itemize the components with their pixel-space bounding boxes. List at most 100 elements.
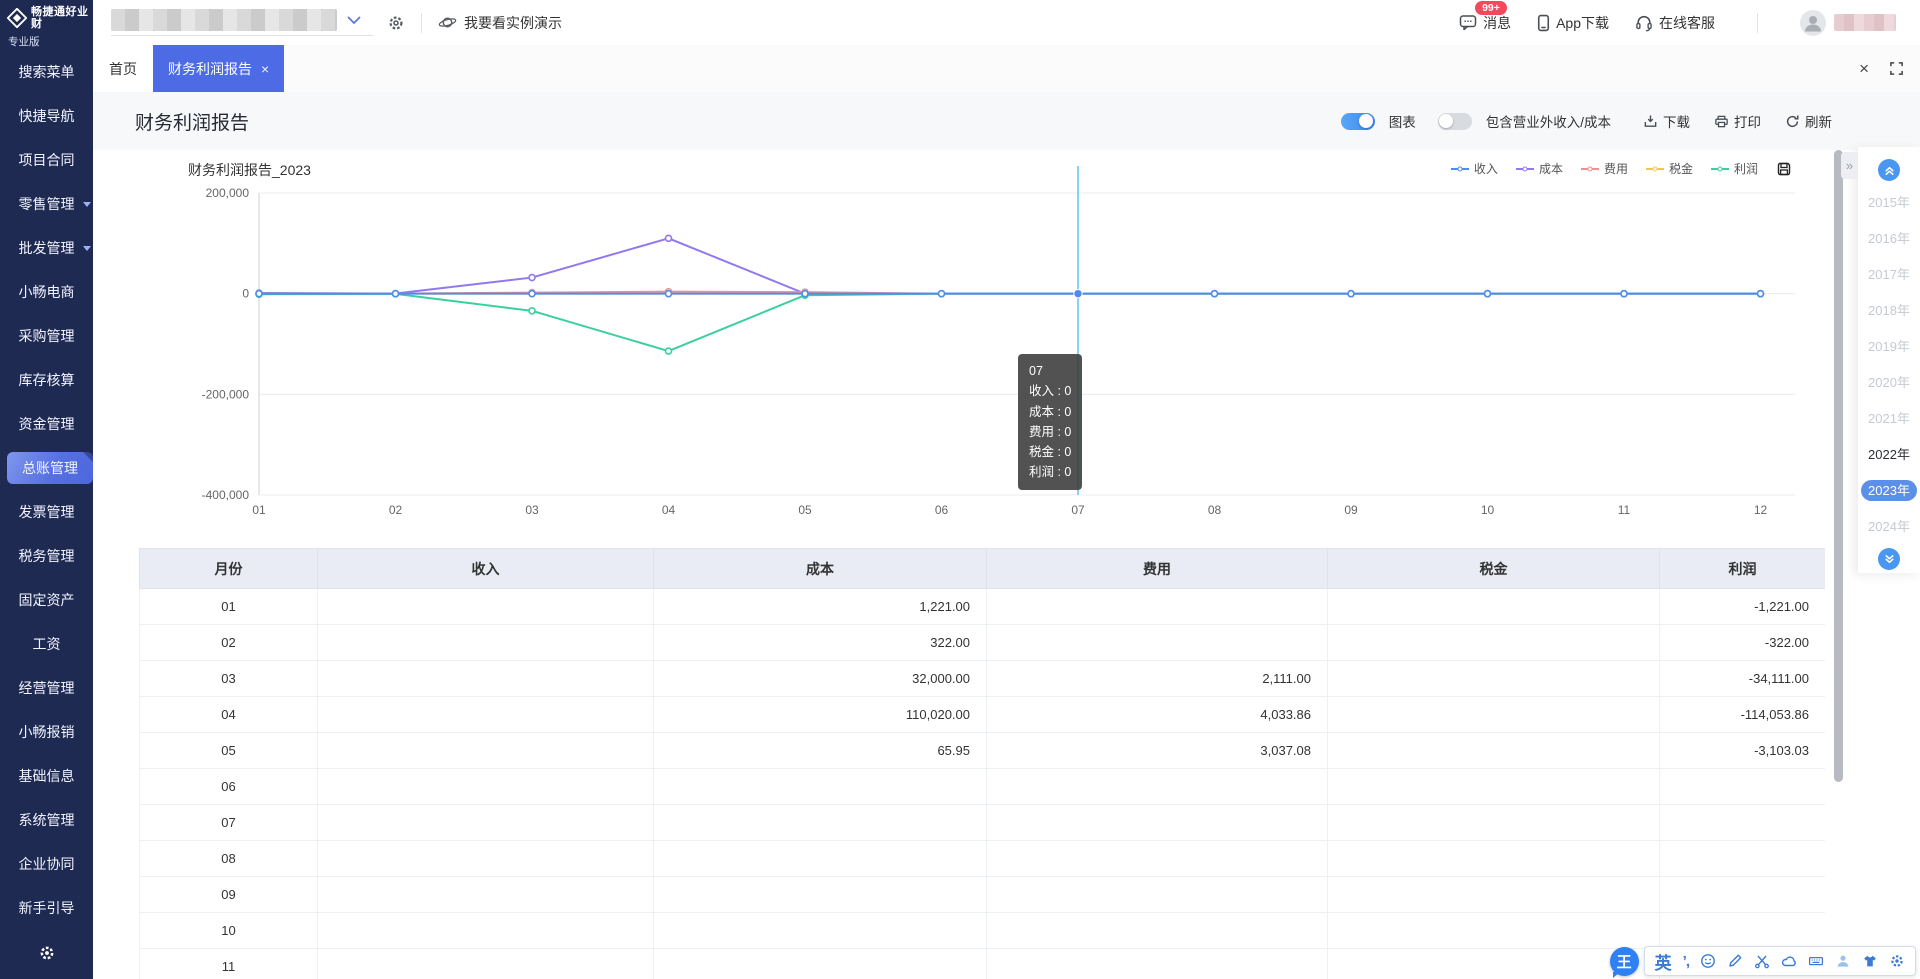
app-download-button[interactable]: App下载 [1537, 13, 1609, 33]
support-button[interactable]: 在线客服 [1635, 13, 1715, 33]
sidebar-item-经营管理[interactable]: 经营管理 [0, 666, 93, 710]
sidebar-item-项目合同[interactable]: 项目合同 [0, 138, 93, 182]
month-cell: 11 [139, 948, 318, 979]
sidebar-item-新手引导[interactable]: 新手引导 [0, 886, 93, 930]
legend-item-税金[interactable]: 税金 [1645, 160, 1693, 177]
table-row[interactable]: 03 32,000.00 2,111.00 -34,111.00 [139, 660, 1825, 697]
demo-label: 我要看实例演示 [464, 14, 562, 31]
sidebar-item-发票管理[interactable]: 发票管理 [0, 490, 93, 534]
sidebar-settings-button[interactable] [0, 944, 93, 967]
legend-item-收入[interactable]: 收入 [1450, 160, 1498, 177]
sidebar-item-搜索菜单[interactable]: 搜索菜单 [0, 50, 93, 94]
company-selector[interactable] [111, 9, 373, 36]
messages-button[interactable]: 消息 99+ [1459, 0, 1511, 33]
sidebar-item-企业协同[interactable]: 企业协同 [0, 842, 93, 886]
close-icon[interactable]: × [1859, 59, 1869, 78]
sidebar-item-税务管理[interactable]: 税务管理 [0, 534, 93, 578]
sidebar-item-库存核算[interactable]: 库存核算 [0, 358, 93, 402]
sidebar-item-小畅报销[interactable]: 小畅报销 [0, 710, 93, 754]
sidebar-item-总账管理[interactable]: 总账管理 [7, 452, 93, 484]
year-item-2024年[interactable]: 2024年 [1868, 519, 1910, 534]
sidebar-item-工资[interactable]: 工资 [0, 622, 93, 666]
download-button[interactable]: 下载 [1643, 111, 1690, 131]
svg-text:08: 08 [1208, 503, 1222, 517]
year-item-2022年[interactable]: 2022年 [1868, 447, 1910, 462]
person-icon[interactable] [1835, 953, 1851, 969]
scroll-years-up-button[interactable] [1858, 155, 1920, 185]
scroll-years-down-button[interactable] [1858, 545, 1920, 573]
demo-link[interactable]: 我要看实例演示 [438, 13, 562, 33]
year-item-2021年[interactable]: 2021年 [1868, 411, 1910, 426]
year-item-2023年[interactable]: 2023年 [1858, 473, 1920, 509]
value-cell [317, 948, 654, 979]
sidebar-item-快捷导航[interactable]: 快捷导航 [0, 94, 93, 138]
user-account[interactable] [1800, 9, 1896, 36]
pencil-icon[interactable] [1727, 953, 1743, 969]
include-nonoperating-toggle[interactable] [1437, 112, 1472, 130]
scrollbar-thumb[interactable] [1834, 150, 1843, 782]
close-tab-icon[interactable]: × [261, 60, 270, 77]
collapse-year-panel-icon[interactable]: » [1841, 152, 1858, 179]
printer-icon [1714, 114, 1729, 129]
value-cell [317, 624, 654, 661]
table-row[interactable]: 04 110,020.00 4,033.86 -114,053.86 [139, 696, 1825, 733]
vertical-scrollbar[interactable] [1834, 150, 1843, 979]
year-item-2019年[interactable]: 2019年 [1868, 339, 1910, 354]
sidebar-item-采购管理[interactable]: 采购管理 [0, 314, 93, 358]
scissors-icon[interactable] [1754, 953, 1770, 969]
sidebar-item-批发管理[interactable]: 批发管理 [0, 226, 93, 270]
year-panel: 2015年 2016年 2017年 2018年 2019年 2020年 2021年 2022年… [1858, 147, 1920, 573]
table-row[interactable]: 01 1,221.00 -1,221.00 [139, 588, 1825, 625]
year-item-2017年[interactable]: 2017年 [1868, 267, 1910, 282]
sidebar-item-label: 批发管理 [18, 240, 75, 256]
shirt-icon[interactable] [1862, 953, 1878, 969]
gear-icon[interactable] [1889, 953, 1905, 969]
smiley-icon[interactable] [1700, 953, 1716, 969]
legend-item-费用[interactable]: 费用 [1580, 160, 1628, 177]
table-row[interactable]: 06 [139, 768, 1825, 805]
quote-icon[interactable]: ’, [1682, 952, 1690, 970]
table-row[interactable]: 08 [139, 840, 1825, 877]
ime-mode-toggle[interactable]: 英 [1654, 953, 1672, 973]
ime-bar: 英 ’, [1643, 946, 1916, 976]
table-row[interactable]: 09 [139, 876, 1825, 913]
sidebar-item-小畅电商[interactable]: 小畅电商 [0, 270, 93, 314]
svg-text:02: 02 [389, 503, 403, 517]
sidebar-item-固定资产[interactable]: 固定资产 [0, 578, 93, 622]
ime-badge[interactable]: 王 [1609, 946, 1639, 978]
sidebar-item-系统管理[interactable]: 系统管理 [0, 798, 93, 842]
year-item-2020年[interactable]: 2020年 [1868, 375, 1910, 390]
table-row[interactable]: 10 [139, 912, 1825, 949]
svg-text:03: 03 [525, 503, 539, 517]
tab-financial-profit-report[interactable]: 财务利润报告 × [153, 45, 285, 92]
year-item-2015年[interactable]: 2015年 [1868, 195, 1910, 210]
sidebar-item-label: 搜索菜单 [18, 64, 75, 80]
sidebar-item-基础信息[interactable]: 基础信息 [0, 754, 93, 798]
logo-subtitle: 专业版 [8, 36, 40, 49]
keyboard-icon[interactable] [1808, 953, 1824, 969]
table-row[interactable]: 02 322.00 -322.00 [139, 624, 1825, 661]
month-cell: 01 [139, 588, 318, 625]
save-icon[interactable] [1776, 161, 1792, 177]
download-icon [1643, 114, 1658, 129]
svg-text:04: 04 [662, 503, 676, 517]
refresh-button[interactable]: 刷新 [1785, 111, 1832, 131]
table-row[interactable]: 07 [139, 804, 1825, 841]
cloud-icon[interactable] [1781, 953, 1797, 969]
print-label: 打印 [1734, 115, 1761, 130]
legend-item-成本[interactable]: 成本 [1515, 160, 1563, 177]
year-item-2016年[interactable]: 2016年 [1868, 231, 1910, 246]
year-item-2018年[interactable]: 2018年 [1868, 303, 1910, 318]
avatar [1800, 9, 1826, 36]
chart-toggle[interactable] [1340, 112, 1375, 130]
print-button[interactable]: 打印 [1714, 111, 1761, 131]
sidebar-item-资金管理[interactable]: 资金管理 [0, 402, 93, 446]
legend-item-利润[interactable]: 利润 [1710, 160, 1758, 177]
table-row[interactable]: 11 [139, 948, 1825, 979]
sidebar-item-零售管理[interactable]: 零售管理 [0, 182, 93, 226]
tab-home[interactable]: 首页 [93, 45, 153, 92]
table-row[interactable]: 05 65.95 3,037.08 -3,103.03 [139, 732, 1825, 769]
fullscreen-icon[interactable] [1889, 61, 1904, 76]
settings-gear-button[interactable] [387, 14, 405, 32]
